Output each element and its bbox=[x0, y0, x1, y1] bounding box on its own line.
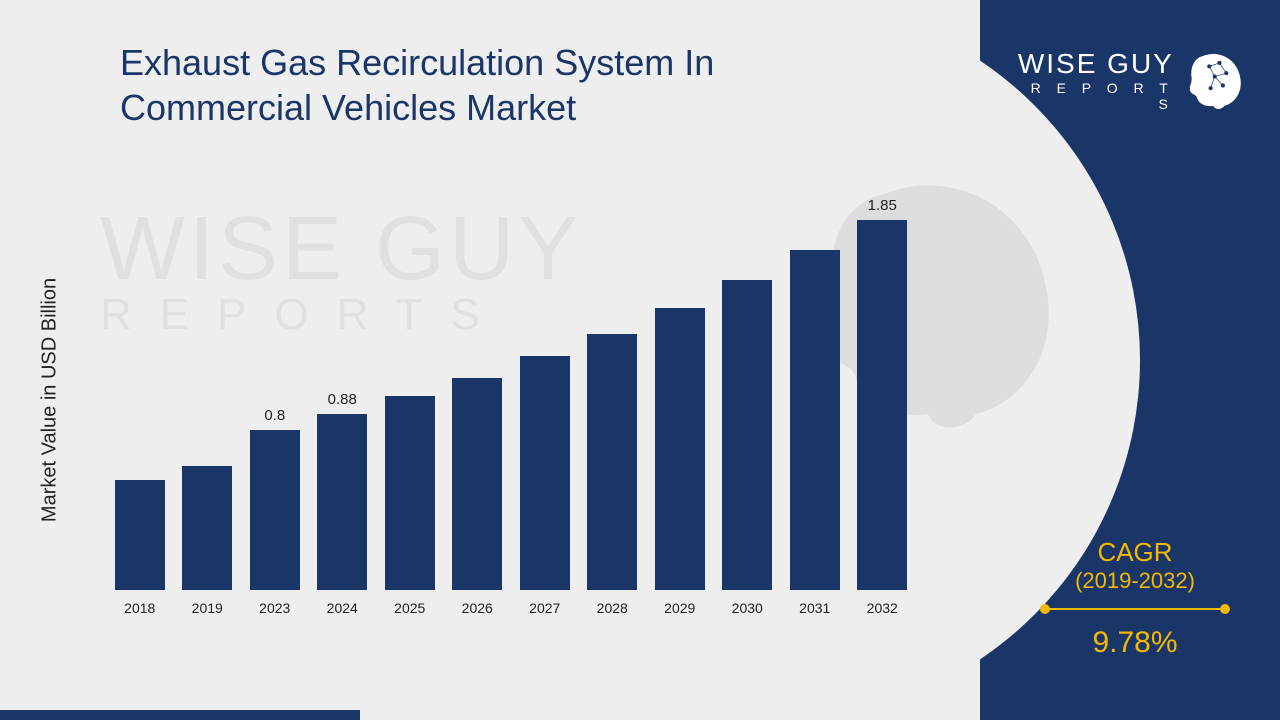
bar-group bbox=[179, 466, 235, 590]
x-tick-label: 2029 bbox=[652, 594, 708, 620]
cagr-divider bbox=[1045, 608, 1225, 610]
bar bbox=[115, 480, 165, 590]
bar bbox=[317, 414, 367, 590]
x-tick-label: 2027 bbox=[517, 594, 573, 620]
bar-group bbox=[787, 250, 843, 590]
x-tick-label: 2023 bbox=[247, 594, 303, 620]
cagr-years: (2019-2032) bbox=[1030, 568, 1240, 594]
bar bbox=[250, 430, 300, 590]
bar-value-label: 1.85 bbox=[868, 197, 897, 214]
chart-plot: 0.80.881.85 bbox=[106, 190, 916, 590]
bar-group bbox=[382, 396, 438, 590]
cagr-value: 9.78% bbox=[1030, 626, 1240, 660]
bar bbox=[452, 378, 502, 590]
x-tick-label: 2025 bbox=[382, 594, 438, 620]
bar bbox=[857, 220, 907, 590]
bar bbox=[722, 280, 772, 590]
bar bbox=[385, 396, 435, 590]
chart: Market Value in USD Billion 0.80.881.85 … bbox=[60, 180, 920, 620]
bar-group: 1.85 bbox=[854, 220, 910, 590]
x-tick-label: 2026 bbox=[449, 594, 505, 620]
x-tick-label: 2031 bbox=[787, 594, 843, 620]
bar-value-label: 0.88 bbox=[328, 391, 357, 408]
logo-sub: R E P O R T S bbox=[1010, 80, 1174, 112]
bar-group: 0.8 bbox=[247, 430, 303, 590]
head-icon bbox=[1182, 45, 1250, 115]
bars-container: 0.80.881.85 bbox=[106, 190, 916, 590]
bar-group bbox=[517, 356, 573, 590]
bar-group bbox=[719, 280, 775, 590]
bar-group bbox=[652, 308, 708, 590]
x-tick-label: 2019 bbox=[179, 594, 235, 620]
x-tick-label: 2030 bbox=[719, 594, 775, 620]
cagr-block: CAGR (2019-2032) 9.78% bbox=[1030, 537, 1240, 660]
x-tick-label: 2032 bbox=[854, 594, 910, 620]
bar-group bbox=[449, 378, 505, 590]
bottom-strip bbox=[0, 710, 360, 720]
bar bbox=[655, 308, 705, 590]
cagr-label: CAGR bbox=[1030, 537, 1240, 568]
logo-text: WISE GUY R E P O R T S bbox=[1010, 48, 1174, 112]
bar-group: 0.88 bbox=[314, 414, 370, 590]
bar bbox=[790, 250, 840, 590]
x-axis: 2018 2019 2023 2024 2025 2026 2027 2028 2029 2030… bbox=[106, 594, 916, 620]
logo-main: WISE GUY bbox=[1010, 48, 1174, 80]
x-tick-label: 2028 bbox=[584, 594, 640, 620]
y-axis-label: Market Value in USD Billion bbox=[39, 278, 62, 522]
page-title: Exhaust Gas Recirculation System In Comm… bbox=[120, 40, 900, 130]
bar-group bbox=[584, 334, 640, 590]
bar-value-label: 0.8 bbox=[264, 407, 285, 424]
bar bbox=[520, 356, 570, 590]
bar bbox=[182, 466, 232, 590]
page: WISE GUY REPORTS Exhaust Gas Recirculati… bbox=[0, 0, 1280, 720]
x-tick-label: 2018 bbox=[112, 594, 168, 620]
bar-group bbox=[112, 480, 168, 590]
x-tick-label: 2024 bbox=[314, 594, 370, 620]
bar bbox=[587, 334, 637, 590]
logo: WISE GUY R E P O R T S bbox=[1010, 40, 1250, 120]
